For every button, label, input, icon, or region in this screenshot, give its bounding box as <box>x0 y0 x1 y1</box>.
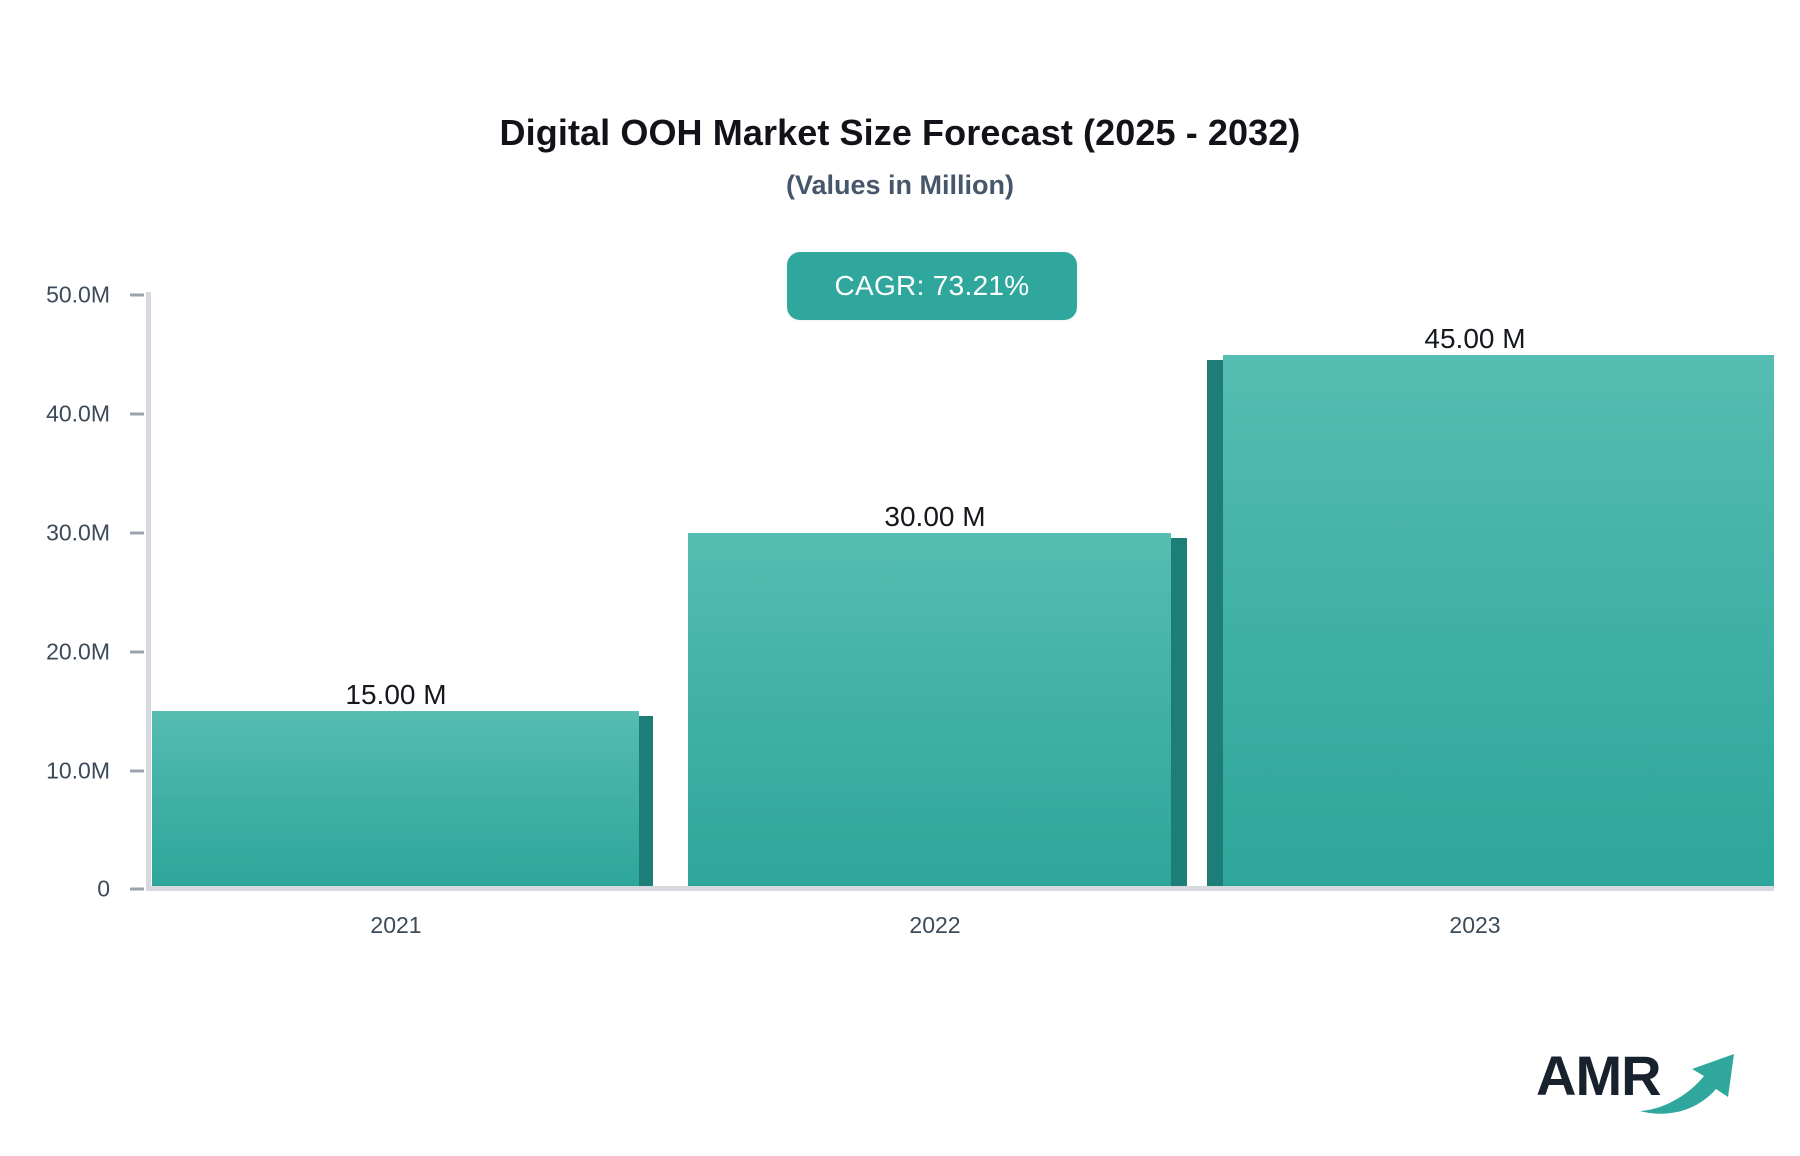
chart-subtitle: (Values in Million) <box>785 170 1015 200</box>
y-tick-mark-50 <box>130 293 144 297</box>
y-tick-label-20: 20.0M <box>46 638 110 665</box>
cagr-badge: CAGR: 73.21% <box>787 252 1077 320</box>
y-tick-mark-10 <box>130 769 144 773</box>
x-tick-label-2022: 2022 <box>909 912 961 938</box>
bar-side-2022 <box>1171 538 1187 886</box>
y-axis-line <box>146 292 151 889</box>
bar-value-label-2023: 45.00 M <box>1424 323 1526 354</box>
bar-value-label-2021: 15.00 M <box>345 679 447 710</box>
y-tick-label-40: 40.0M <box>46 400 110 427</box>
growth-arrow-icon <box>1640 1054 1734 1114</box>
y-tick-label-0: 0 <box>97 875 110 902</box>
bar-value-label-2022: 30.00 M <box>884 501 986 532</box>
x-axis-line <box>146 886 1774 891</box>
bar-2022[interactable] <box>688 533 1171 886</box>
cagr-badge-label: CAGR: 73.21% <box>834 270 1030 301</box>
y-tick-label-50: 50.0M <box>46 281 110 308</box>
y-tick-label-10: 10.0M <box>46 757 110 784</box>
bar-2023[interactable] <box>1223 355 1774 886</box>
bar-2021[interactable] <box>152 711 639 886</box>
amr-logo-text: AMR <box>1536 1044 1662 1107</box>
y-tick-mark-20 <box>130 650 144 654</box>
bar-side-2023 <box>1207 360 1223 886</box>
y-tick-mark-30 <box>130 531 144 535</box>
bar-side-2021 <box>637 716 653 886</box>
x-tick-label-2021: 2021 <box>370 912 422 938</box>
y-tick-mark-0 <box>130 887 144 891</box>
x-tick-label-2023: 2023 <box>1449 912 1501 938</box>
amr-logo: AMR <box>1536 1042 1746 1120</box>
y-tick-label-30: 30.0M <box>46 519 110 546</box>
chart-title: Digital OOH Market Size Forecast (2025 -… <box>499 112 1301 153</box>
y-tick-mark-40 <box>130 412 144 416</box>
